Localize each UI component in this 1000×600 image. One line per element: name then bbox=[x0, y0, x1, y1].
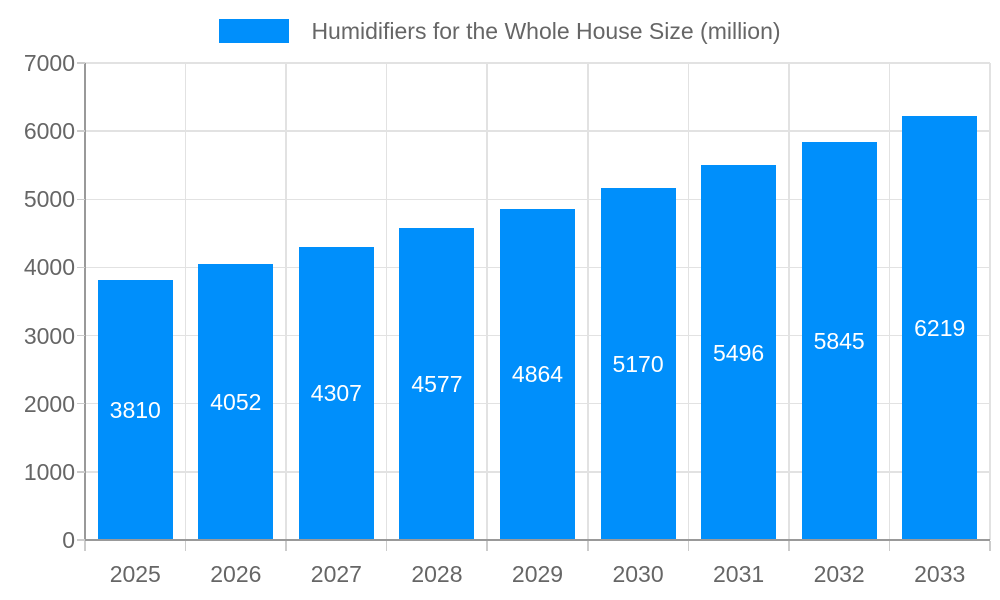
x-tick-mark bbox=[687, 541, 690, 551]
y-tick-mark bbox=[77, 62, 85, 64]
x-tick-mark bbox=[84, 541, 86, 551]
bar-2029 bbox=[500, 208, 575, 540]
x-axis-line bbox=[85, 539, 990, 541]
bar-value-label: 5496 bbox=[713, 339, 765, 366]
bar-2031 bbox=[701, 165, 777, 540]
x-tick-label: 2025 bbox=[109, 561, 161, 587]
y-tick-mark bbox=[77, 539, 85, 541]
bar-2030 bbox=[600, 187, 676, 540]
h-gridline bbox=[85, 130, 990, 132]
bar-2033 bbox=[902, 116, 978, 540]
y-tick-label: 6000 bbox=[23, 118, 75, 145]
x-tick-mark bbox=[486, 541, 488, 551]
v-gridline bbox=[385, 63, 388, 540]
y-axis-line bbox=[84, 63, 86, 540]
y-tick-mark bbox=[77, 198, 85, 201]
v-gridline bbox=[788, 63, 790, 540]
x-tick-label: 2031 bbox=[713, 561, 765, 587]
x-tick-label: 2028 bbox=[411, 561, 463, 587]
bar-2028 bbox=[399, 228, 475, 540]
y-tick-label: 1000 bbox=[23, 458, 75, 485]
x-tick-mark bbox=[989, 541, 991, 551]
bar-2032 bbox=[801, 141, 877, 540]
h-gridline bbox=[85, 62, 990, 64]
bar-2026 bbox=[198, 263, 274, 540]
x-tick-label: 2026 bbox=[210, 561, 262, 587]
x-tick-mark bbox=[788, 541, 790, 551]
y-tick-mark bbox=[77, 402, 85, 405]
y-tick-label: 5000 bbox=[23, 186, 75, 213]
bar-value-label: 4052 bbox=[210, 388, 262, 415]
y-tick-label: 4000 bbox=[23, 254, 75, 281]
v-gridline bbox=[285, 63, 287, 540]
x-tick-label: 2030 bbox=[612, 561, 664, 587]
y-tick-label: 3000 bbox=[23, 322, 75, 349]
v-gridline bbox=[486, 63, 488, 540]
y-tick-mark bbox=[77, 130, 85, 132]
x-tick-mark bbox=[385, 541, 388, 551]
legend-swatch bbox=[219, 19, 290, 43]
x-tick-label: 2032 bbox=[813, 561, 865, 587]
bar-value-label: 4864 bbox=[511, 361, 564, 388]
x-tick-mark bbox=[285, 541, 287, 551]
y-tick-label: 0 bbox=[62, 527, 75, 553]
v-gridline bbox=[888, 63, 891, 540]
x-tick-label: 2029 bbox=[511, 561, 564, 587]
v-gridline bbox=[587, 63, 589, 540]
bar-2027 bbox=[298, 246, 374, 540]
bar-value-label: 5845 bbox=[813, 327, 865, 354]
legend-label: Humidifiers for the Whole House Size (mi… bbox=[311, 18, 781, 44]
legend: Humidifiers for the Whole House Size (mi… bbox=[0, 16, 1000, 46]
y-tick-mark bbox=[77, 471, 85, 473]
v-gridline bbox=[687, 63, 690, 540]
y-tick-mark bbox=[77, 266, 85, 269]
x-tick-label: 2027 bbox=[310, 561, 362, 587]
v-gridline bbox=[989, 63, 991, 540]
x-tick-mark bbox=[888, 541, 891, 551]
bar-value-label: 4577 bbox=[411, 371, 463, 398]
x-tick-mark bbox=[184, 541, 187, 551]
bar-2025 bbox=[97, 280, 173, 540]
bar-value-label: 6219 bbox=[914, 315, 966, 342]
y-tick-label: 7000 bbox=[23, 50, 75, 76]
h-gridline bbox=[85, 198, 990, 201]
y-tick-label: 2000 bbox=[23, 390, 75, 417]
bar-value-label: 4307 bbox=[310, 380, 362, 407]
x-tick-label: 2033 bbox=[914, 561, 966, 587]
bar-value-label: 5170 bbox=[612, 350, 664, 377]
v-gridline bbox=[184, 63, 187, 540]
x-tick-mark bbox=[587, 541, 589, 551]
y-tick-mark bbox=[77, 334, 85, 337]
bar-value-label: 3810 bbox=[109, 397, 161, 424]
